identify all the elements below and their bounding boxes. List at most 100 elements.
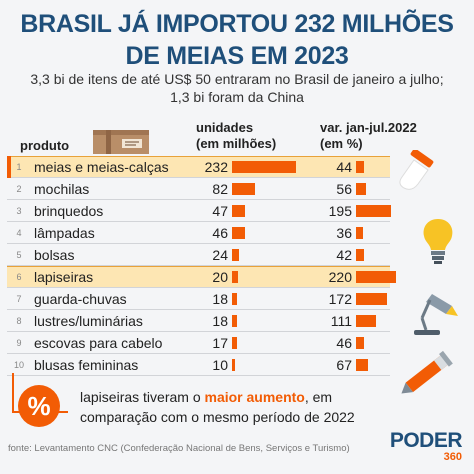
subtitle-line-1: 3,3 bi de itens de até US$ 50 entraram n… <box>30 71 444 87</box>
row-rank: 6 <box>16 272 22 282</box>
callout-text-strong: maior aumento <box>204 389 305 405</box>
row-separator <box>7 177 390 178</box>
callout-text-after: , em comparação com o mesmo período de 2… <box>80 389 355 425</box>
var-header-line-1: var. jan-jul.2022 <box>320 120 417 135</box>
units-value-label: 18 <box>212 313 228 329</box>
variation-value-label: 46 <box>336 335 352 351</box>
variation-value-label: 42 <box>336 247 352 263</box>
box-icon <box>93 130 149 154</box>
units-bar <box>232 293 237 305</box>
variation-bar <box>356 227 363 239</box>
units-value-label: 10 <box>212 357 228 373</box>
table-row: 9 escovas para cabelo 17 46 <box>0 332 474 354</box>
table-row: 8 lustres/luminárias 18 111 <box>0 310 474 332</box>
variation-bar <box>356 205 391 217</box>
variation-bar <box>356 271 396 283</box>
row-product: escovas para cabelo <box>34 335 163 351</box>
callout-connector <box>12 373 14 413</box>
page-title: BRASIL JÁ IMPORTOU 232 MILHÕES DE MEIAS … <box>0 8 474 72</box>
row-rank: 1 <box>16 162 22 172</box>
subtitle: 3,3 bi de itens de até US$ 50 entraram n… <box>0 70 474 106</box>
row-rank: 3 <box>16 206 22 216</box>
units-bar <box>232 337 237 349</box>
row-separator <box>7 375 390 376</box>
units-value-label: 24 <box>212 247 228 263</box>
row-separator <box>7 287 390 288</box>
row-1-accent <box>7 156 11 178</box>
row-separator <box>7 243 390 244</box>
units-bar <box>232 315 237 327</box>
table-row: 3 brinquedos 47 195 <box>0 200 474 222</box>
variation-bar <box>356 161 364 173</box>
units-value-label: 17 <box>212 335 228 351</box>
sock-icon <box>399 150 434 190</box>
units-bar <box>232 183 255 195</box>
title-line-2: DE MEIAS EM 2023 <box>125 42 349 70</box>
variation-value-label: 67 <box>336 357 352 373</box>
row-product: lâmpadas <box>34 225 95 241</box>
variation-value-label: 195 <box>328 203 352 219</box>
variation-bar <box>356 293 387 305</box>
table-row: 4 lâmpadas 46 36 <box>0 222 474 244</box>
row-rank: 4 <box>16 228 22 238</box>
table-row: 6 lapiseiras 20 220 <box>0 266 474 288</box>
units-value-label: 46 <box>212 225 228 241</box>
variation-bar <box>356 359 368 371</box>
variation-value-label: 220 <box>328 269 352 285</box>
row-separator <box>7 221 390 222</box>
column-header-units: unidades (em milhões) <box>196 120 276 152</box>
units-header-line-2: (em milhões) <box>196 136 277 151</box>
row-separator <box>7 199 390 200</box>
variation-value-label: 36 <box>336 225 352 241</box>
percent-icon: % <box>18 385 60 427</box>
units-value-label: 20 <box>212 269 228 285</box>
row-product: guarda-chuvas <box>34 291 127 307</box>
row-separator <box>7 353 390 354</box>
row-rank: 8 <box>16 316 22 326</box>
variation-value-label: 44 <box>336 159 352 175</box>
units-bar <box>232 205 245 217</box>
row-rank: 10 <box>14 360 25 370</box>
units-bar <box>232 249 239 261</box>
row-rank: 2 <box>16 184 22 194</box>
lightbulb-icon <box>423 219 453 264</box>
callout-note: lapiseiras tiveram o maior aumento, em c… <box>80 387 380 427</box>
variation-bar <box>356 249 364 261</box>
row-product: lapiseiras <box>34 269 94 285</box>
variation-bar <box>356 337 364 349</box>
callout-text-before: lapiseiras tiveram o <box>80 389 205 405</box>
row-product: bolsas <box>34 247 75 263</box>
row-separator <box>7 309 390 310</box>
row-product: blusas femininas <box>34 357 139 373</box>
units-bar <box>232 227 245 239</box>
row-rank: 9 <box>16 338 22 348</box>
subtitle-line-2: 1,3 bi foram da China <box>170 89 304 105</box>
units-value-label: 232 <box>204 159 228 175</box>
column-header-variation: var. jan-jul.2022 (em %) <box>320 120 417 152</box>
row-rank: 5 <box>16 250 22 260</box>
poder360-logo: PODER 360 <box>382 430 463 463</box>
pencil-icon <box>401 350 453 394</box>
row-product: meias e meias-calças <box>34 159 169 175</box>
row-product: brinquedos <box>34 203 104 219</box>
variation-value-label: 172 <box>328 291 352 307</box>
desk-lamp-icon <box>414 294 458 335</box>
units-header-line-1: unidades <box>196 120 254 135</box>
source-note: fonte: Levantamento CNC (Confederação Na… <box>8 443 350 454</box>
variation-bar <box>356 183 366 195</box>
table-row: 5 bolsas 24 42 <box>0 244 474 266</box>
units-bar <box>232 271 238 283</box>
units-bar <box>232 161 296 173</box>
row-separator <box>7 265 390 266</box>
table-row: 2 mochilas 82 56 <box>0 178 474 200</box>
logo-number: 360 <box>443 451 462 463</box>
variation-value-label: 56 <box>336 181 352 197</box>
variation-bar <box>356 315 376 327</box>
column-header-product: produto <box>20 138 70 153</box>
units-bar <box>232 359 235 371</box>
units-value-label: 82 <box>212 181 228 197</box>
table-row: 10 blusas femininas 10 67 <box>0 354 474 376</box>
units-value-label: 18 <box>212 291 228 307</box>
variation-value-label: 111 <box>330 313 352 329</box>
units-value-label: 47 <box>212 203 228 219</box>
